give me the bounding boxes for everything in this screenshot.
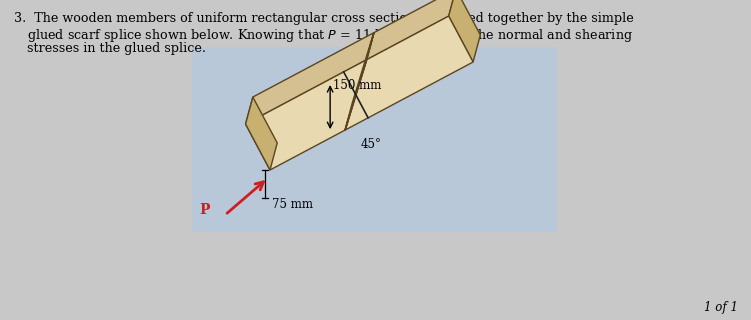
Text: stresses in the glued splice.: stresses in the glued splice. (27, 42, 206, 55)
Text: 150 mm: 150 mm (333, 79, 382, 92)
Text: 45°: 45° (360, 138, 381, 151)
Polygon shape (345, 33, 374, 130)
Polygon shape (246, 60, 366, 170)
Text: 75 mm: 75 mm (272, 198, 313, 211)
Polygon shape (246, 33, 374, 124)
Polygon shape (366, 0, 456, 60)
Polygon shape (448, 0, 481, 62)
Text: P: P (200, 203, 210, 217)
Bar (192, 47, 557, 232)
Text: 3.  The wooden members of uniform rectangular cross section are joined together : 3. The wooden members of uniform rectang… (14, 12, 634, 25)
Polygon shape (345, 16, 473, 130)
Text: 1 of 1: 1 of 1 (704, 301, 738, 314)
Text: glued scarf splice shown below. Knowing that $P$ = 11 kN, determine the normal a: glued scarf splice shown below. Knowing … (27, 27, 633, 44)
Polygon shape (246, 97, 277, 170)
